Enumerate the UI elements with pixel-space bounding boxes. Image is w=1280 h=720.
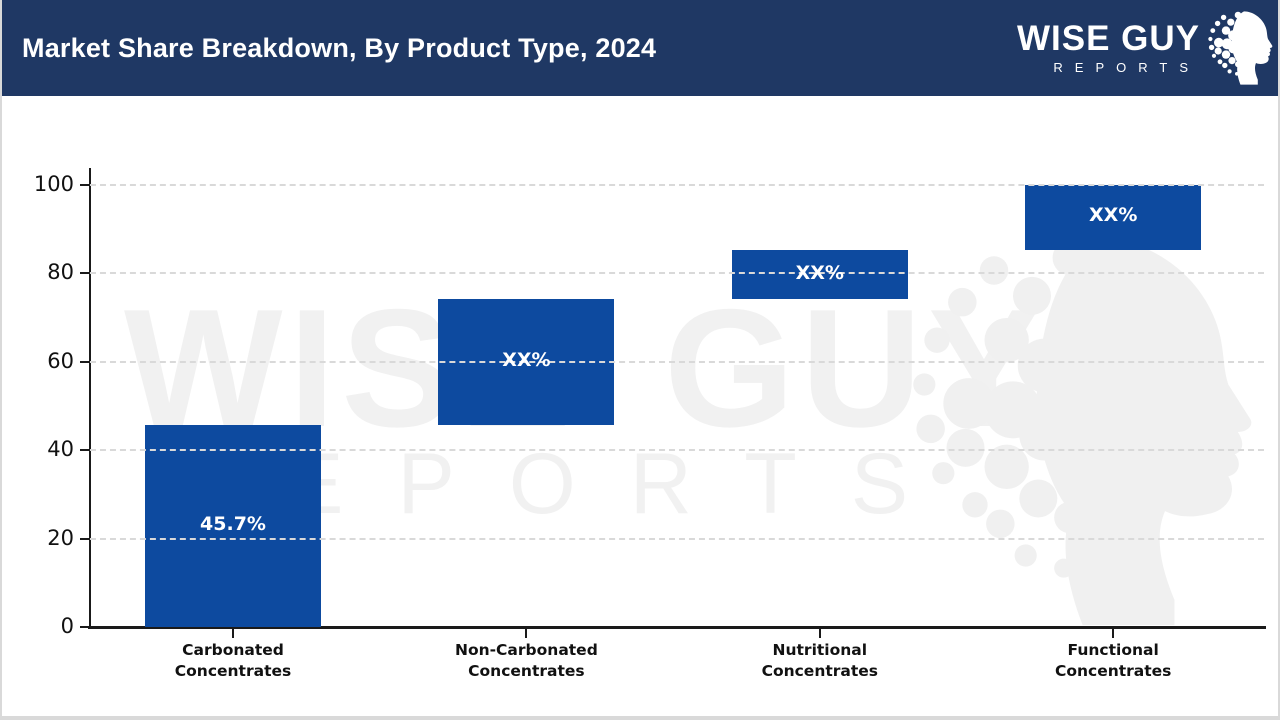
logo-wordmark: WISE GUY REPORTS [1016, 19, 1200, 76]
x-category-label: Non-Carbonated Concentrates [406, 640, 646, 682]
y-tick-label: 20 [47, 525, 74, 550]
bar-value-label: XX% [502, 349, 551, 372]
logo-title: WISE GUY [1016, 19, 1200, 58]
x-tick [1112, 629, 1115, 638]
gridline [90, 184, 1264, 186]
y-tick [80, 626, 90, 628]
x-category-line: Carbonated [182, 641, 284, 659]
x-category-label: Functional Concentrates [993, 640, 1233, 682]
bar [145, 425, 321, 627]
y-tick-label: 60 [47, 348, 74, 373]
gridline [90, 272, 1264, 275]
y-tick-label: 100 [33, 172, 74, 196]
bar-value-label: XX% [1089, 204, 1138, 227]
y-tick [80, 360, 90, 363]
y-tick-label: 80 [47, 260, 74, 285]
y-tick [80, 449, 90, 452]
y-tick [80, 272, 90, 275]
gridline [90, 537, 1264, 540]
chart-canvas: WISE GUY REPORTS Carbonated Concentrates N… [2, 96, 1278, 716]
header-bar: Market Share Breakdown, By Product Type,… [2, 0, 1278, 96]
y-tick-label: 40 [47, 437, 74, 462]
x-tick [525, 629, 528, 638]
page-title: Market Share Breakdown, By Product Type,… [22, 32, 657, 63]
bar [731, 249, 908, 300]
x-category-line: Concentrates [174, 662, 292, 680]
y-tick-label: 0 [60, 614, 74, 638]
logo-face-icon [1208, 11, 1273, 85]
x-category-line: Nutritional [772, 641, 868, 659]
y-tick [80, 537, 90, 540]
y-tick [80, 184, 90, 186]
gridline [90, 449, 1264, 452]
x-tick [818, 629, 821, 638]
bar-value-label: XX% [795, 261, 844, 284]
x-category-label: Carbonated Concentrates [113, 640, 353, 682]
x-category-line: Concentrates [761, 662, 879, 680]
x-category-line: Concentrates [468, 662, 585, 680]
x-category-line: Functional [1067, 641, 1159, 659]
x-tick [232, 629, 234, 638]
y-axis [89, 168, 91, 629]
bar-value-label: 45.7% [200, 513, 266, 535]
x-category-line: Concentrates [1054, 662, 1172, 680]
x-category-label: Nutritional Concentrates [700, 640, 940, 682]
x-axis [88, 626, 1266, 629]
gridline [90, 360, 1264, 363]
wise-guy-reports-logo: WISE GUY REPORTS [1017, 8, 1274, 88]
bar [1025, 185, 1202, 250]
x-category-line: Non-Carbonated [454, 641, 598, 659]
logo-subtitle: REPORTS [1053, 60, 1200, 75]
plot-area: Carbonated Concentrates Non-Carbonated Conc… [2, 96, 1278, 716]
